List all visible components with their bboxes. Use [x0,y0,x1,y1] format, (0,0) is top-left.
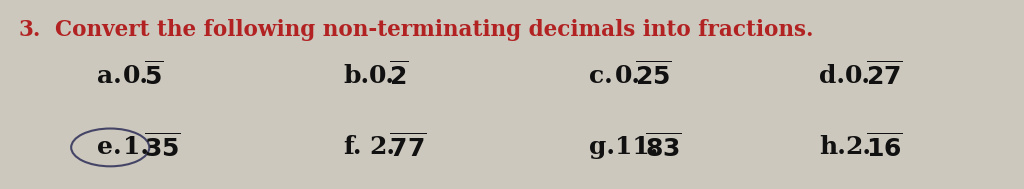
Text: a.: a. [97,64,122,88]
Text: 0.: 0. [369,64,395,88]
Text: $\mathbf{\overline{2}}$: $\mathbf{\overline{2}}$ [389,61,409,90]
Text: b.: b. [343,64,370,88]
Text: $\mathbf{\overline{83}}$: $\mathbf{\overline{83}}$ [645,133,682,162]
Text: g.: g. [589,136,614,159]
Text: 0.: 0. [845,64,871,88]
Text: d.: d. [819,64,845,88]
Text: $\mathbf{\overline{35}}$: $\mathbf{\overline{35}}$ [143,133,180,162]
Text: $\mathbf{\overline{77}}$: $\mathbf{\overline{77}}$ [389,133,427,162]
Text: Convert the following non-terminating decimals into fractions.: Convert the following non-terminating de… [55,19,813,41]
Text: $\mathbf{\overline{27}}$: $\mathbf{\overline{27}}$ [865,61,902,90]
Text: f.: f. [343,136,361,159]
Text: 0.: 0. [123,64,150,88]
Text: 0.: 0. [614,64,641,88]
Text: 2.: 2. [845,136,871,159]
Text: 3.: 3. [18,19,40,41]
Text: 11.: 11. [614,136,658,159]
Text: e.: e. [97,136,122,159]
Text: $\mathbf{\overline{16}}$: $\mathbf{\overline{16}}$ [865,133,902,162]
Text: $\mathbf{\overline{5}}$: $\mathbf{\overline{5}}$ [143,61,163,90]
Text: 2.: 2. [369,136,395,159]
Text: c.: c. [589,64,612,88]
Text: h.: h. [819,136,846,159]
Text: $\mathbf{\overline{25}}$: $\mathbf{\overline{25}}$ [635,61,672,90]
Text: 1.: 1. [123,136,150,159]
